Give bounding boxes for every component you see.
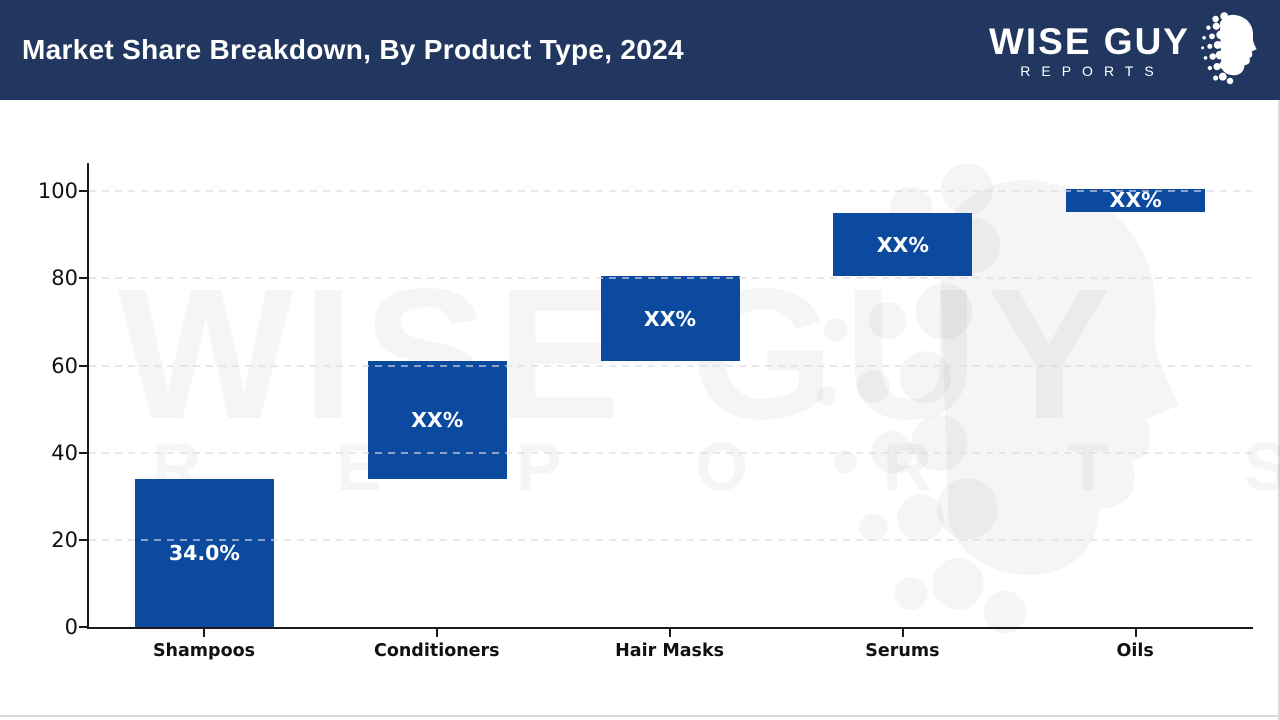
- gridline-80: [89, 277, 1252, 280]
- x-tick-mark: [436, 629, 439, 637]
- bar-serums: [833, 213, 973, 277]
- gridline-60: [89, 364, 1252, 367]
- y-tick-mark: [79, 626, 87, 628]
- x-tick-mark: [901, 629, 904, 637]
- header-bar: Market Share Breakdown, By Product Type,…: [0, 0, 1280, 100]
- y-tick-label: 80: [51, 266, 78, 291]
- bar-shampoos: [134, 478, 274, 627]
- wise-guy-face-icon: [1201, 12, 1257, 85]
- y-tick-mark: [79, 190, 87, 193]
- x-tick-label: Shampoos: [152, 641, 256, 661]
- brand-logo-text: WISE GUY REPORTS: [989, 23, 1190, 78]
- brand-name: WISE GUY: [988, 20, 1190, 62]
- y-tick-mark: [79, 277, 87, 280]
- x-tick-label: Conditioners: [373, 641, 500, 661]
- watermark-text-line2: R E P O R T S: [152, 428, 1280, 506]
- y-axis-spine: [87, 163, 89, 629]
- x-tick-label: Hair Masks: [615, 641, 725, 661]
- bar-value-label: XX%: [411, 408, 464, 433]
- x-tick-label: Oils: [1116, 641, 1154, 661]
- chart-area: WISE GUY R E P O R T S 02040608010034.0%…: [0, 100, 1280, 716]
- gridline-40: [89, 451, 1252, 454]
- y-tick-mark: [79, 451, 87, 454]
- bar-value-label: XX%: [643, 306, 697, 331]
- x-tick-label: Serums: [865, 641, 940, 661]
- x-tick-mark: [669, 629, 671, 637]
- y-tick-label: 20: [51, 527, 78, 552]
- x-tick-mark: [1134, 629, 1137, 637]
- bar-conditioners: [367, 361, 507, 479]
- y-tick-mark: [79, 364, 87, 367]
- y-tick-label: 100: [37, 179, 78, 204]
- bar-value-label: XX%: [876, 232, 929, 257]
- gridline-100: [89, 190, 1252, 193]
- brand-subtitle: REPORTS: [1020, 62, 1165, 79]
- bar-oils: [1066, 188, 1206, 212]
- gridline-20: [89, 538, 1252, 541]
- y-tick-label: 40: [51, 440, 78, 465]
- y-tick-mark: [79, 538, 87, 541]
- bar-value-label: 34.0%: [168, 540, 240, 565]
- bar-value-label: XX%: [1109, 188, 1162, 213]
- bar-hair-masks: [600, 276, 740, 362]
- y-tick-label: 60: [51, 353, 78, 378]
- y-tick-label: 0: [64, 615, 78, 639]
- brand-logo: WISE GUY REPORTS: [989, 7, 1266, 93]
- x-tick-mark: [203, 629, 206, 637]
- page-title: Market Share Breakdown, By Product Type,…: [22, 34, 684, 65]
- x-axis-spine: [87, 627, 1253, 629]
- bottom-border: [0, 715, 1280, 717]
